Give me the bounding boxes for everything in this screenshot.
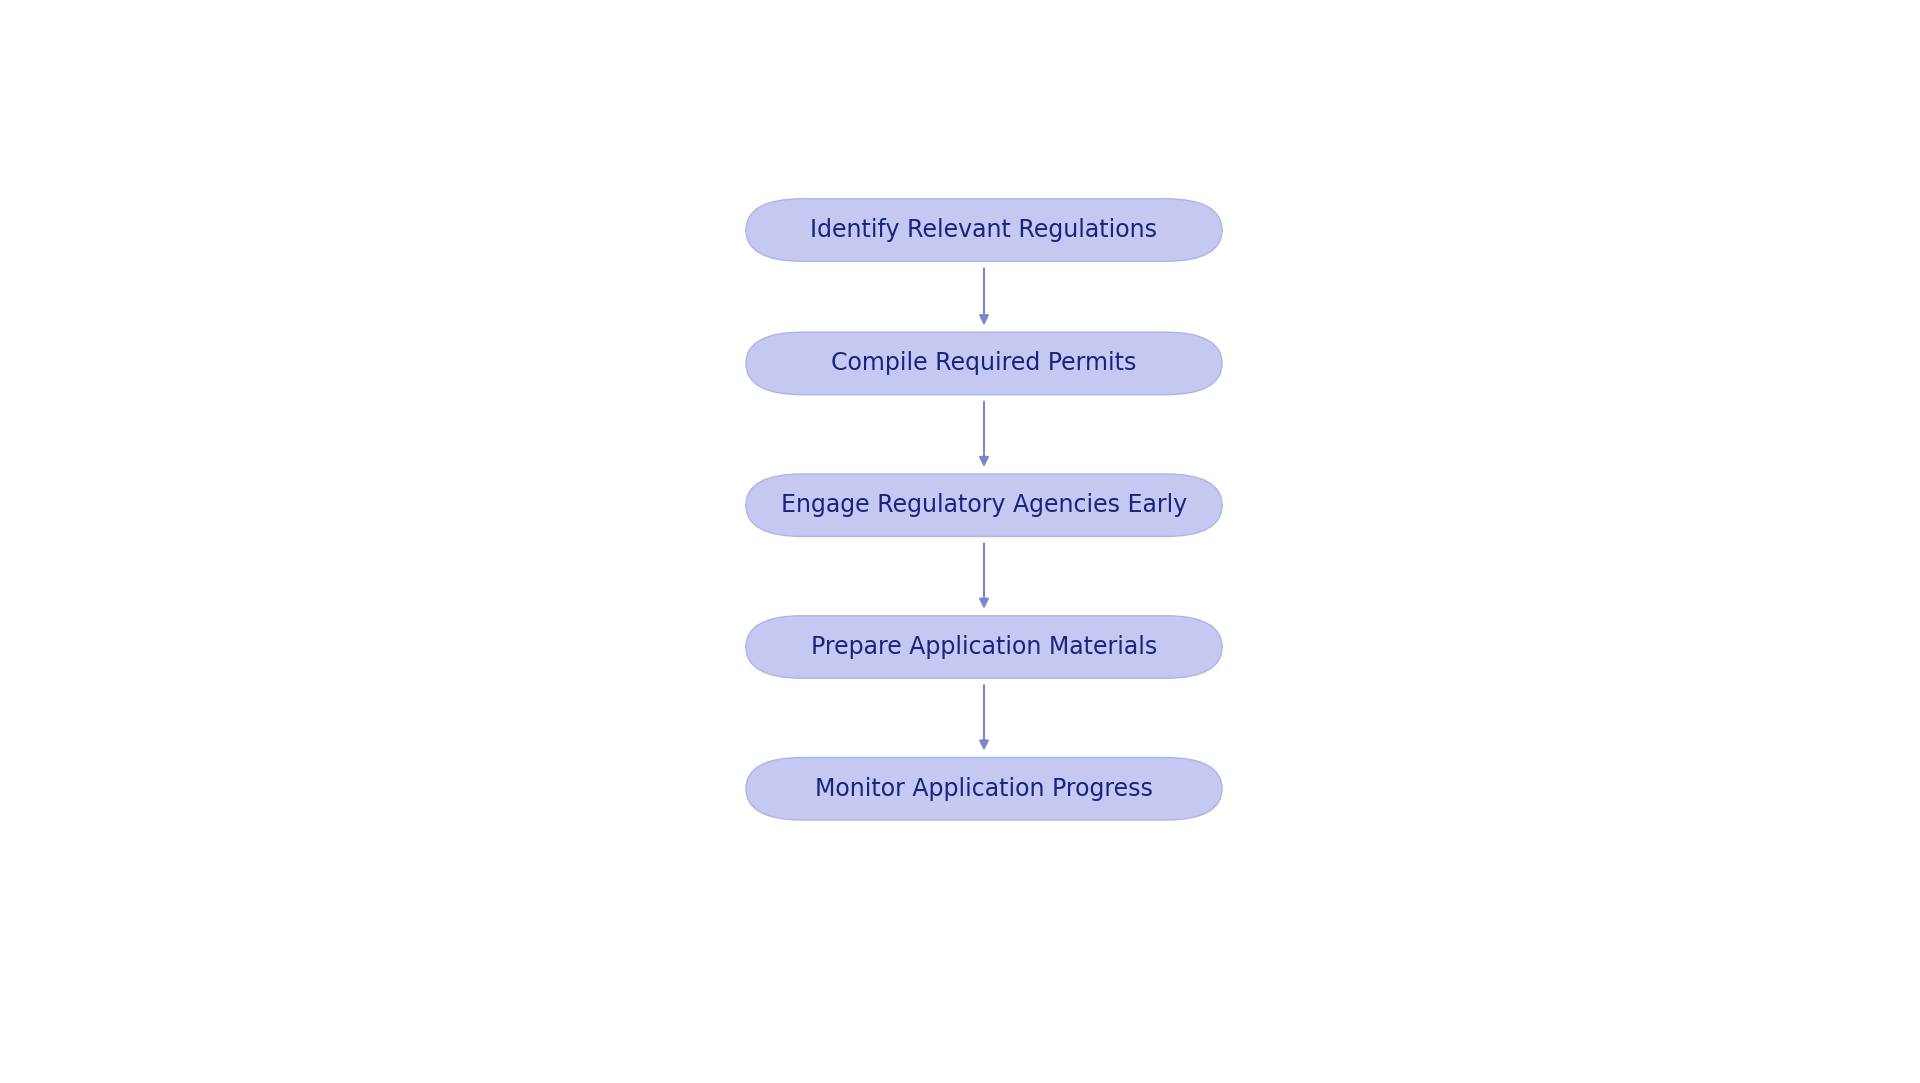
Text: Engage Regulatory Agencies Early: Engage Regulatory Agencies Early <box>781 493 1187 518</box>
FancyBboxPatch shape <box>745 757 1221 820</box>
Text: Identify Relevant Regulations: Identify Relevant Regulations <box>810 218 1158 242</box>
Text: Compile Required Permits: Compile Required Permits <box>831 352 1137 376</box>
Text: Prepare Application Materials: Prepare Application Materials <box>810 635 1158 658</box>
FancyBboxPatch shape <box>745 616 1221 678</box>
FancyBboxPatch shape <box>745 474 1221 536</box>
FancyBboxPatch shape <box>745 199 1221 261</box>
FancyBboxPatch shape <box>745 332 1221 394</box>
Text: Monitor Application Progress: Monitor Application Progress <box>816 777 1152 800</box>
